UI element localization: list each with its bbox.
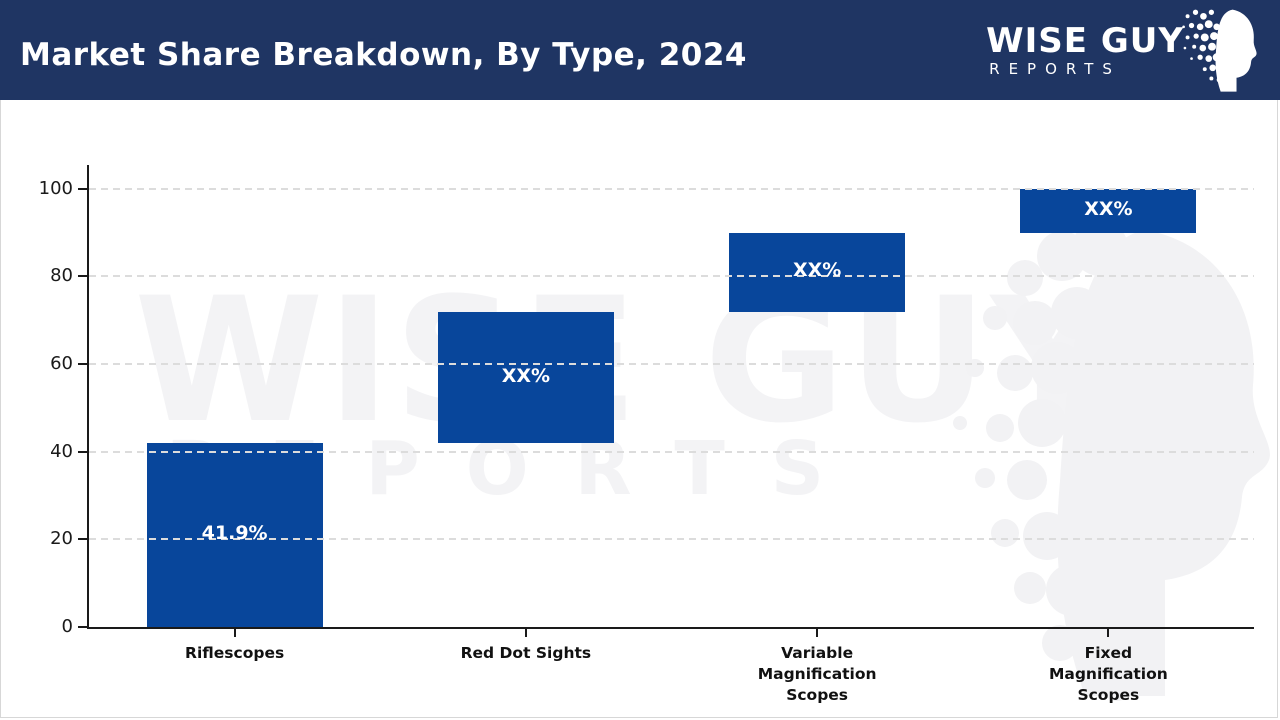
x-category-label-variable-magnification-scopes: Variable Magnification Scopes — [672, 643, 963, 706]
y-tick — [78, 187, 87, 190]
bar-value-label: XX% — [1084, 197, 1133, 220]
y-tick — [78, 450, 87, 453]
logo: WISE GUY REPORTS — [986, 6, 1266, 94]
y-tick-label: 40 — [50, 440, 73, 462]
bar-value-label: XX% — [501, 364, 551, 387]
x-category-label-red-dot-sights: Red Dot Sights — [380, 643, 671, 664]
x-category-label-line: Magnification — [1048, 665, 1168, 683]
x-tick — [233, 629, 236, 637]
x-category-label-line: Scopes — [1077, 686, 1140, 704]
x-axis-spine — [87, 627, 1254, 629]
logo-wordmark: WISE GUY — [986, 20, 1184, 61]
x-category-label-line: Red Dot Sights — [460, 644, 592, 662]
y-tick-label: 80 — [50, 265, 73, 287]
x-category-label-riflescopes: Riflescopes — [89, 643, 380, 664]
x-category-label-line: Variable — [781, 644, 854, 662]
y-tick-label: 20 — [50, 528, 73, 550]
watermark-face-icon — [953, 220, 1270, 701]
bar-variable-magnification-scopes — [729, 232, 906, 312]
y-axis-spine — [87, 165, 89, 629]
y-tick — [78, 363, 87, 365]
gridline-20 — [89, 538, 1254, 541]
bar-value-label: 41.9% — [201, 522, 268, 545]
gridline-100 — [89, 187, 1254, 190]
y-tick-label: 60 — [50, 353, 73, 374]
watermark-wordmark: WISE GUY — [134, 260, 1119, 461]
x-category-label-fixed-magnification-scopes: Fixed Magnification Scopes — [963, 643, 1254, 706]
x-category-label-line: Riflescopes — [185, 644, 285, 662]
logo-text: WISE GUY REPORTS — [986, 24, 1184, 77]
bar-riflescopes — [146, 443, 323, 627]
bar-fixed-magnification-scopes — [1020, 188, 1197, 233]
gridline-40 — [89, 450, 1254, 453]
gridline-80 — [89, 275, 1254, 278]
header: Market Share Breakdown, By Type, 2024 WI… — [0, 0, 1280, 100]
logo-face-icon — [1182, 9, 1257, 92]
gridline-60 — [89, 363, 1254, 365]
bar-red-dot-sights — [437, 311, 614, 444]
x-category-label-line: Fixed — [1084, 644, 1133, 662]
x-category-label-line: Magnification — [757, 665, 877, 683]
chart-area: WISE GUY REPORTS 0 20 40 60 80 100 41.9% XX% XX%… — [0, 100, 1278, 718]
x-tick — [524, 629, 527, 637]
logo-subtext: REPORTS — [989, 59, 1121, 78]
x-tick — [1107, 629, 1110, 637]
x-category-label-line: Scopes — [786, 686, 849, 704]
page-title: Market Share Breakdown, By Type, 2024 — [20, 37, 748, 73]
y-tick-label: 100 — [38, 177, 73, 199]
y-tick — [78, 626, 87, 628]
plot: 0 20 40 60 80 100 41.9% XX% XX% XX% Riflescopes Red… — [39, 165, 1254, 704]
y-tick — [78, 275, 87, 278]
y-tick-label: 0 — [61, 616, 73, 637]
bar-value-label: XX% — [792, 259, 842, 282]
y-tick — [78, 538, 87, 541]
x-tick — [816, 629, 819, 637]
